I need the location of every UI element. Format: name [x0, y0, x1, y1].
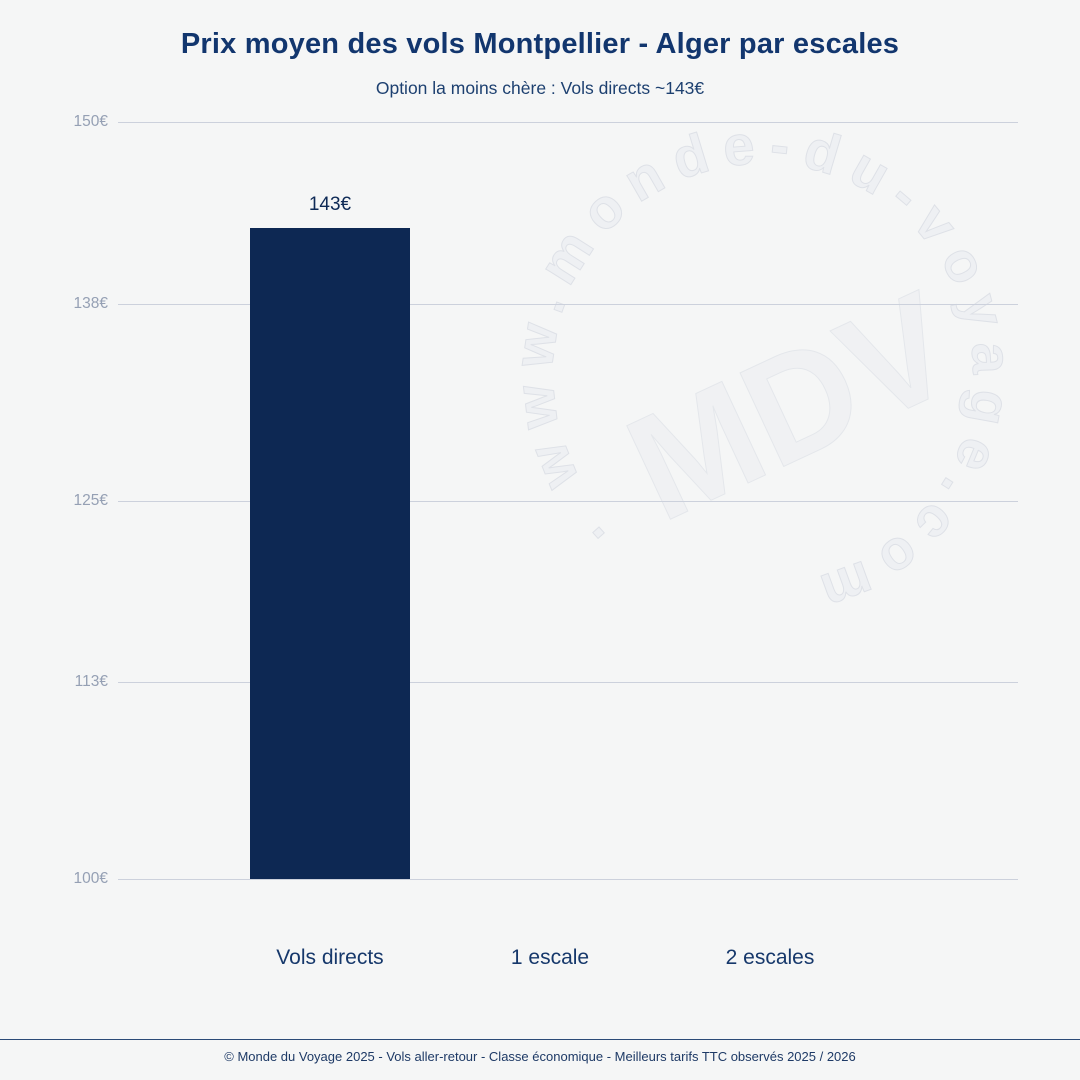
y-axis-tick-label: 125€ — [73, 491, 108, 509]
chart-title: Prix moyen des vols Montpellier - Alger … — [180, 28, 900, 60]
gridline — [118, 122, 1018, 123]
y-axis-tick-label: 138€ — [73, 294, 108, 312]
footer-text: © Monde du Voyage 2025 - Vols aller-reto… — [224, 1049, 856, 1064]
bar-vols-directs — [250, 227, 410, 879]
gridline — [118, 879, 1018, 880]
x-axis-label-2-escales: 2 escales — [725, 946, 815, 969]
bar-value-label: 143€ — [308, 193, 352, 215]
y-axis-tick-label: 100€ — [73, 870, 108, 887]
gridline — [118, 303, 1018, 305]
y-axis-tick-label: 113€ — [74, 673, 108, 691]
chart-subtitle: Option la moins chère : Vols directs ~14… — [375, 78, 705, 98]
y-axis-tick-label: 150€ — [73, 113, 108, 130]
gridline — [118, 682, 1018, 684]
x-axis-label-vols-directs: Vols directs — [276, 946, 384, 969]
footer-divider — [0, 1039, 1080, 1040]
x-axis-label-1-escale: 1 escale — [510, 946, 590, 969]
gridline — [118, 500, 1018, 502]
